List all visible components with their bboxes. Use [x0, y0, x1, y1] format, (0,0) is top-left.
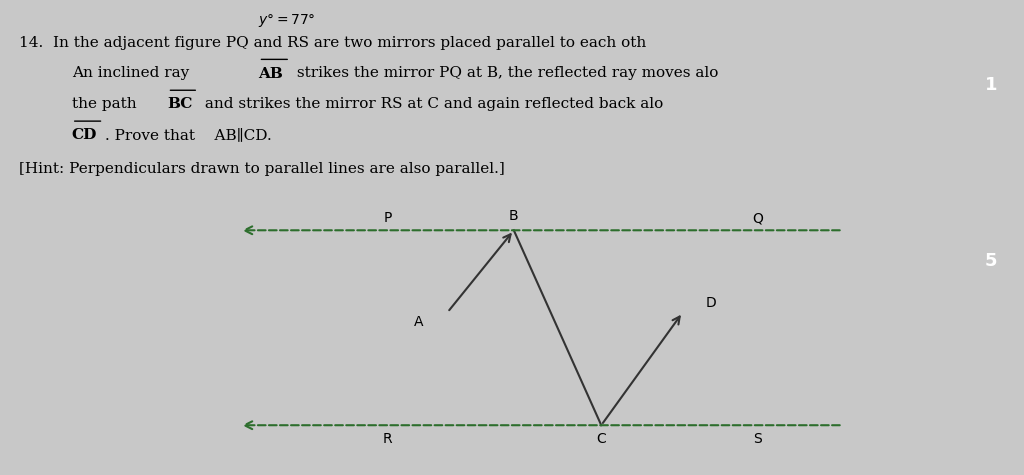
Text: 1: 1 — [984, 76, 997, 95]
Text: BC: BC — [168, 97, 193, 111]
Text: the path: the path — [72, 97, 141, 111]
Text: 5: 5 — [984, 252, 997, 270]
Text: B: B — [509, 209, 518, 223]
Text: A: A — [414, 315, 424, 329]
Text: AB: AB — [258, 66, 284, 80]
Text: CD: CD — [72, 128, 97, 142]
Text: An inclined ray: An inclined ray — [72, 66, 194, 80]
Text: R: R — [383, 432, 392, 446]
Text: S: S — [754, 432, 762, 446]
Text: Q: Q — [753, 211, 763, 226]
Text: P: P — [383, 211, 391, 226]
Text: strikes the mirror PQ at B, the reflected ray moves alo: strikes the mirror PQ at B, the reflecte… — [292, 66, 719, 80]
Text: D: D — [707, 296, 717, 310]
Text: [Hint: Perpendiculars drawn to parallel lines are also parallel.]: [Hint: Perpendiculars drawn to parallel … — [19, 162, 505, 175]
Text: and strikes the mirror RS at C and again reflected back alo: and strikes the mirror RS at C and again… — [200, 97, 664, 111]
Text: 14.  In the adjacent figure PQ and RS are two mirrors placed parallel to each ot: 14. In the adjacent figure PQ and RS are… — [19, 36, 646, 49]
Text: . Prove that    AB∥CD.: . Prove that AB∥CD. — [105, 128, 272, 142]
Text: C: C — [596, 432, 606, 446]
Text: $y° = 77°$: $y° = 77°$ — [258, 12, 316, 29]
